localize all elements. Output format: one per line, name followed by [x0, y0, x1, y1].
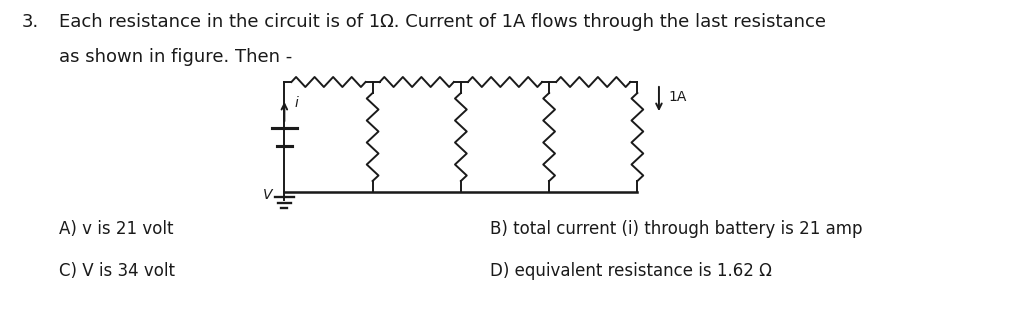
Text: C) V is 34 volt: C) V is 34 volt	[58, 262, 175, 280]
Text: A) v is 21 volt: A) v is 21 volt	[58, 220, 173, 238]
Text: 3.: 3.	[22, 13, 39, 31]
Text: B) total current (i) through battery is 21 amp: B) total current (i) through battery is …	[490, 220, 863, 238]
Text: V: V	[263, 188, 272, 202]
Text: 1A: 1A	[669, 90, 687, 104]
Text: i: i	[294, 96, 298, 110]
Text: D) equivalent resistance is 1.62 Ω: D) equivalent resistance is 1.62 Ω	[490, 262, 772, 280]
Text: Each resistance in the circuit is of 1Ω. Current of 1A flows through the last re: Each resistance in the circuit is of 1Ω.…	[58, 13, 825, 31]
Text: as shown in figure. Then -: as shown in figure. Then -	[58, 48, 292, 66]
